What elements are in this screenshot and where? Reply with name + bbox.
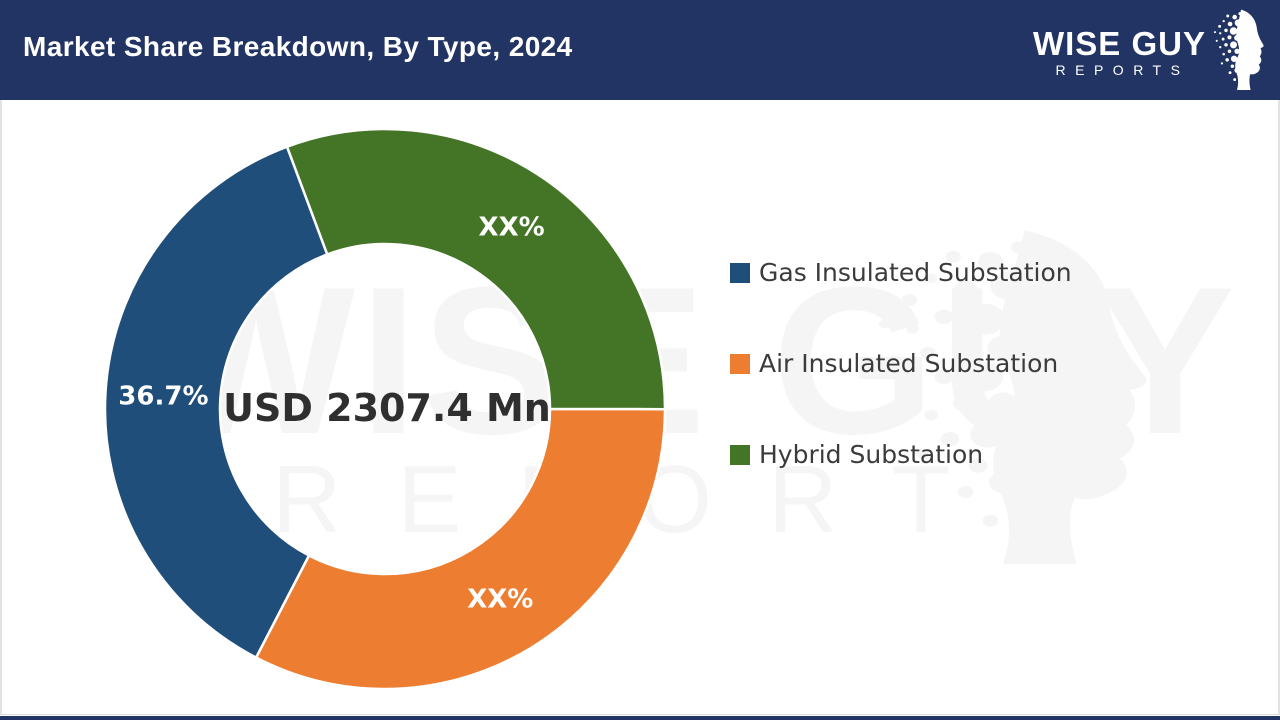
logo-wordmark-line1: WISE GUY [1032, 25, 1206, 62]
wise-guy-logo: WISE GUY REPORTS [1033, 9, 1266, 90]
logo-wordmark: WISE GUY REPORTS [1033, 27, 1206, 78]
slice-label-1: XX% [467, 585, 533, 615]
chart-legend: Gas Insulated Substation Air Insulated Su… [730, 258, 1072, 469]
legend-item-1: Air Insulated Substation [730, 349, 1072, 378]
page-title: Market Share Breakdown, By Type, 2024 [23, 31, 573, 62]
legend-swatch-2 [730, 444, 750, 465]
legend-swatch-0 [730, 262, 750, 283]
footer-bar [0, 716, 1280, 720]
donut-chart: 36.7% XX% XX% [103, 127, 667, 691]
face-profile-icon [1213, 9, 1264, 90]
watermark-subtitle: REPORTS [272, 446, 1127, 553]
legend-label-2: Hybrid Substation [759, 440, 984, 469]
legend-swatch-1 [730, 353, 750, 374]
donut-segment-0 [103, 145, 329, 659]
legend-label-0: Gas Insulated Substation [759, 258, 1072, 287]
legend-label-1: Air Insulated Substation [759, 349, 1059, 378]
chart-area: WISE GUY REPORTS 36.7% XX% XX% USD 2307.4 … [0, 100, 1280, 715]
slice-label-2: XX% [479, 213, 545, 243]
chart-center-value: USD 2307.4 Mn [223, 386, 551, 430]
logo-wordmark-line2: REPORTS [1055, 62, 1190, 78]
header: Market Share Breakdown, By Type, 2024 WI… [0, 0, 1280, 100]
donut-segment-2 [285, 127, 667, 411]
legend-item-2: Hybrid Substation [730, 440, 1072, 469]
legend-item-0: Gas Insulated Substation [730, 258, 1072, 287]
slice-label-0: 36.7% [118, 382, 208, 412]
donut-segment-1 [254, 407, 667, 691]
